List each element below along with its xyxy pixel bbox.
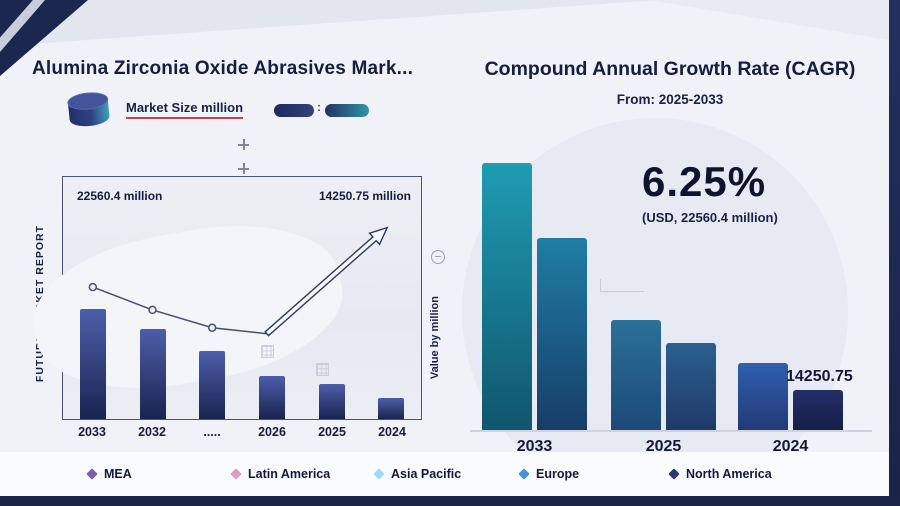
cagr-subtitle: From: 2025-2033: [616, 92, 724, 107]
legend-item-north-america: North America: [668, 467, 772, 481]
bottom-edge-bar: [0, 496, 900, 506]
legend-label: North America: [686, 467, 772, 481]
legend-pill-navy: [274, 104, 314, 117]
x-axis-label: .....: [203, 425, 221, 439]
cagr-end-value: 14250.75: [786, 368, 853, 385]
legend-item-latin-america: Latin America: [230, 467, 331, 481]
value-axis-label: Value by million: [429, 296, 441, 380]
database-cylinder-icon: [60, 89, 118, 135]
left-bar-group: [63, 309, 123, 419]
left-bar-group: [182, 351, 242, 419]
minus-circle-icon: [431, 250, 445, 264]
x-axis-label: 2024: [772, 438, 809, 455]
x-axis-label: 2033: [78, 425, 106, 439]
x-axis-label: 2024: [378, 425, 406, 439]
start-value-label: 22560.4 million: [77, 189, 163, 203]
cagr-bar: [611, 320, 661, 430]
cagr-bar-group: 2024: [738, 363, 843, 455]
cagr-bar-group: 2025: [611, 320, 716, 455]
legend-marker-icon: [230, 468, 242, 480]
trend-arrow: [88, 226, 389, 337]
grid-watermark-icon: [261, 345, 274, 358]
left-bar-group: [242, 376, 302, 419]
legend-item-mea: MEA: [86, 467, 132, 481]
left-bar-group: [361, 398, 421, 419]
right-edge-bar: [889, 0, 900, 506]
legend-item-europe: Europe: [518, 467, 580, 481]
market-size-bar: [318, 384, 345, 419]
market-size-bar: [139, 329, 166, 419]
cagr-bar: [793, 390, 843, 430]
market-size-chart: 22560.4 million 14250.75 million: [22, 176, 422, 420]
right-chart-bars: 2033 2025 2024: [470, 160, 872, 455]
cagr-bar: [482, 163, 532, 430]
x-axis-label: 2033: [516, 438, 553, 455]
cagr-bar: [537, 238, 587, 430]
cagr-chart: 2033 2025 2024: [470, 160, 872, 455]
legend-label: Europe: [536, 467, 580, 481]
legend-marker-icon: [668, 468, 680, 480]
legend-marker-icon: [86, 468, 98, 480]
legend-marker-icon: [518, 468, 530, 480]
left-chart-title: Alumina Zirconia Oxide Abrasives Mark...: [32, 58, 414, 79]
left-bar-group: [302, 384, 362, 419]
plus-icon: [238, 163, 249, 174]
legend-item-asia-pacific: Asia Pacific: [373, 467, 462, 481]
x-axis-label: 2025: [645, 438, 682, 455]
legend-pill-teal: [325, 104, 369, 117]
cagr-basis: (USD, 22560.4 million): [642, 210, 778, 225]
top-diagonal-band: [0, 0, 660, 46]
cagr-bar: [666, 343, 716, 430]
cagr-value: 6.25%: [642, 158, 767, 205]
legend-label: Latin America: [248, 467, 331, 481]
legend-label: MEA: [104, 467, 132, 481]
x-axis-label: 2032: [138, 425, 166, 439]
footer-background: [0, 452, 889, 496]
market-size-legend-label: Market Size million: [126, 100, 244, 119]
x-axis-label: 2025: [318, 425, 346, 439]
x-axis-label: 2026: [258, 425, 286, 439]
top-right-diagonal-band: [649, 0, 889, 40]
left-chart-bars: [63, 177, 421, 419]
cagr-bar: [738, 363, 788, 430]
cagr-bar-group: 2033: [482, 163, 587, 455]
cagr-title: Compound Annual Growth Rate (CAGR): [484, 58, 856, 80]
grid-watermark-icon: [316, 363, 329, 376]
end-value-label: 14250.75 million: [318, 189, 411, 203]
plus-icon: [238, 139, 249, 150]
left-chart-xlabels: 2033 2032..... 2026 2025 2024: [62, 425, 422, 439]
market-size-bar: [378, 398, 405, 419]
left-bar-group: [123, 329, 183, 419]
legend-pill-separator: :: [317, 100, 321, 114]
legend-label: Asia Pacific: [391, 467, 462, 481]
step-decoration: [600, 279, 644, 292]
legend-marker-icon: [373, 468, 385, 480]
market-size-bar: [258, 376, 285, 419]
market-size-bar: [199, 351, 226, 419]
market-size-bar: [79, 309, 106, 419]
